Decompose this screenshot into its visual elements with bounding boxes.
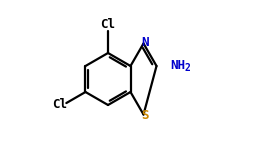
Text: 2: 2 bbox=[184, 63, 190, 73]
Text: Cl: Cl bbox=[100, 18, 116, 31]
Text: S: S bbox=[141, 109, 148, 122]
Text: Cl: Cl bbox=[52, 98, 67, 111]
Text: N: N bbox=[141, 36, 148, 49]
Text: NH: NH bbox=[170, 59, 186, 72]
